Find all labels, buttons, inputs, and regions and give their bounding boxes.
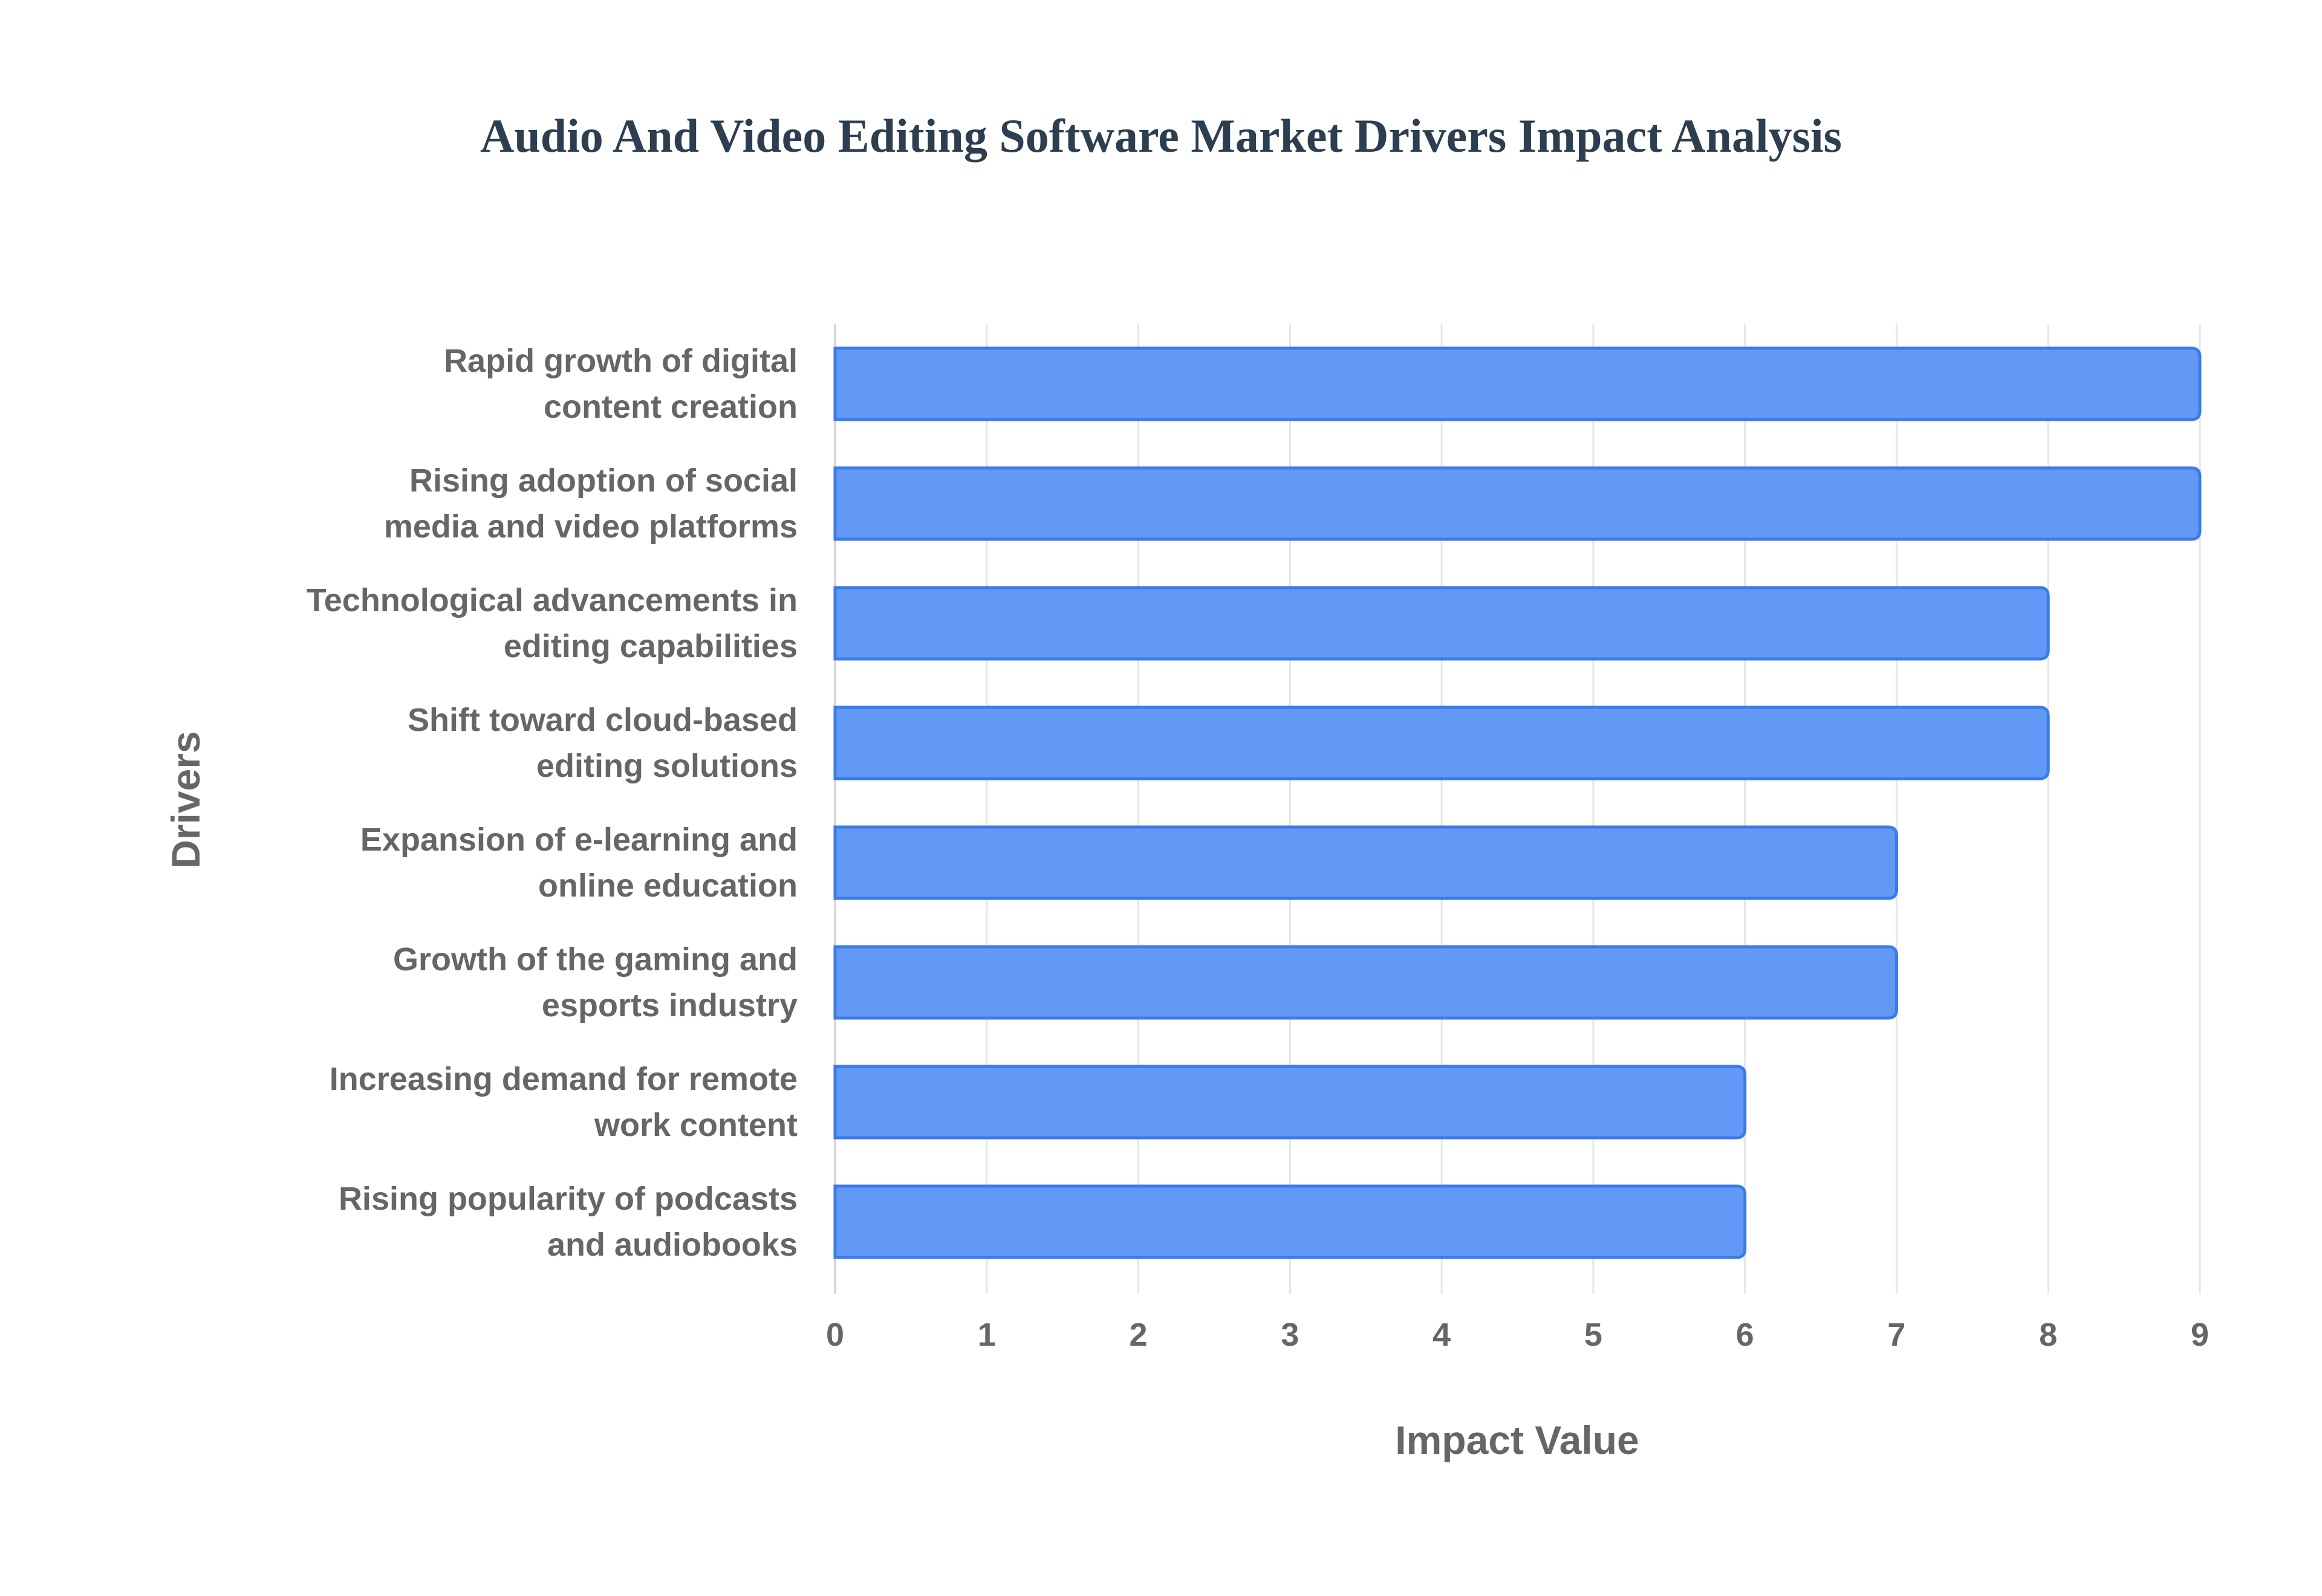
x-tick-label: 7 (1887, 1317, 1905, 1353)
y-tick-label: Rising adoption of social (409, 462, 798, 499)
x-tick-label: 4 (1433, 1317, 1451, 1353)
y-tick-label: Shift toward cloud-based (408, 702, 798, 738)
y-tick-label: esports industry (542, 987, 798, 1023)
x-tick-label: 3 (1281, 1317, 1299, 1353)
y-tick-label: Increasing demand for remote (330, 1061, 798, 1097)
y-tick-label: and audiobooks (547, 1227, 798, 1263)
x-tick-label: 5 (1584, 1317, 1602, 1353)
x-axis-title: Impact Value (1395, 1418, 1639, 1462)
chart-title: Audio And Video Editing Software Market … (480, 109, 1842, 162)
x-tick-label: 8 (2039, 1317, 2057, 1353)
bar (833, 1184, 1747, 1259)
y-axis-title: Drivers (163, 731, 208, 869)
y-tick-label: editing solutions (536, 748, 798, 784)
x-tick-label: 0 (826, 1317, 844, 1353)
bar (833, 586, 2050, 661)
bar (833, 346, 2202, 421)
y-tick-label: editing capabilities (504, 628, 798, 664)
bar (833, 1065, 1747, 1140)
y-tick-label: media and video platforms (384, 508, 798, 545)
x-tick-label: 9 (2191, 1317, 2209, 1353)
x-tick-label: 6 (1736, 1317, 1754, 1353)
y-tick-label: Rapid growth of digital (444, 343, 798, 379)
y-tick-label: Expansion of e-learning and (360, 822, 798, 858)
bar (833, 706, 2050, 780)
x-tick-label: 2 (1130, 1317, 1148, 1353)
y-tick-label: Growth of the gaming and (393, 941, 798, 978)
y-tick-label: content creation (544, 389, 798, 425)
x-tick-label: 1 (978, 1317, 996, 1353)
bar (833, 825, 1898, 900)
bar (833, 466, 2202, 541)
y-tick-label: Technological advancements in (307, 582, 798, 618)
y-tick-label: work content (594, 1107, 798, 1143)
bar (833, 945, 1898, 1020)
y-tick-label: Rising popularity of podcasts (339, 1181, 798, 1217)
y-tick-label: online education (538, 868, 798, 904)
